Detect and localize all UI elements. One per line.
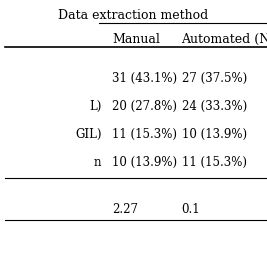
Text: 2.27: 2.27 xyxy=(112,203,138,216)
Text: 27 (37.5%): 27 (37.5%) xyxy=(182,72,247,85)
Text: 31 (43.1%): 31 (43.1%) xyxy=(112,72,177,85)
Text: L): L) xyxy=(89,100,101,113)
Text: 10 (13.9%): 10 (13.9%) xyxy=(182,128,247,141)
Text: Manual: Manual xyxy=(112,33,160,46)
Text: Automated (N: Automated (N xyxy=(182,33,267,46)
Text: 0.1: 0.1 xyxy=(182,203,200,216)
Text: 10 (13.9%): 10 (13.9%) xyxy=(112,156,177,169)
Text: 24 (33.3%): 24 (33.3%) xyxy=(182,100,247,113)
Text: 11 (15.3%): 11 (15.3%) xyxy=(112,128,177,141)
Text: GIL): GIL) xyxy=(75,128,101,141)
Text: Data extraction method: Data extraction method xyxy=(58,9,209,22)
Text: n: n xyxy=(94,156,101,169)
Text: 20 (27.8%): 20 (27.8%) xyxy=(112,100,177,113)
Text: 11 (15.3%): 11 (15.3%) xyxy=(182,156,246,169)
